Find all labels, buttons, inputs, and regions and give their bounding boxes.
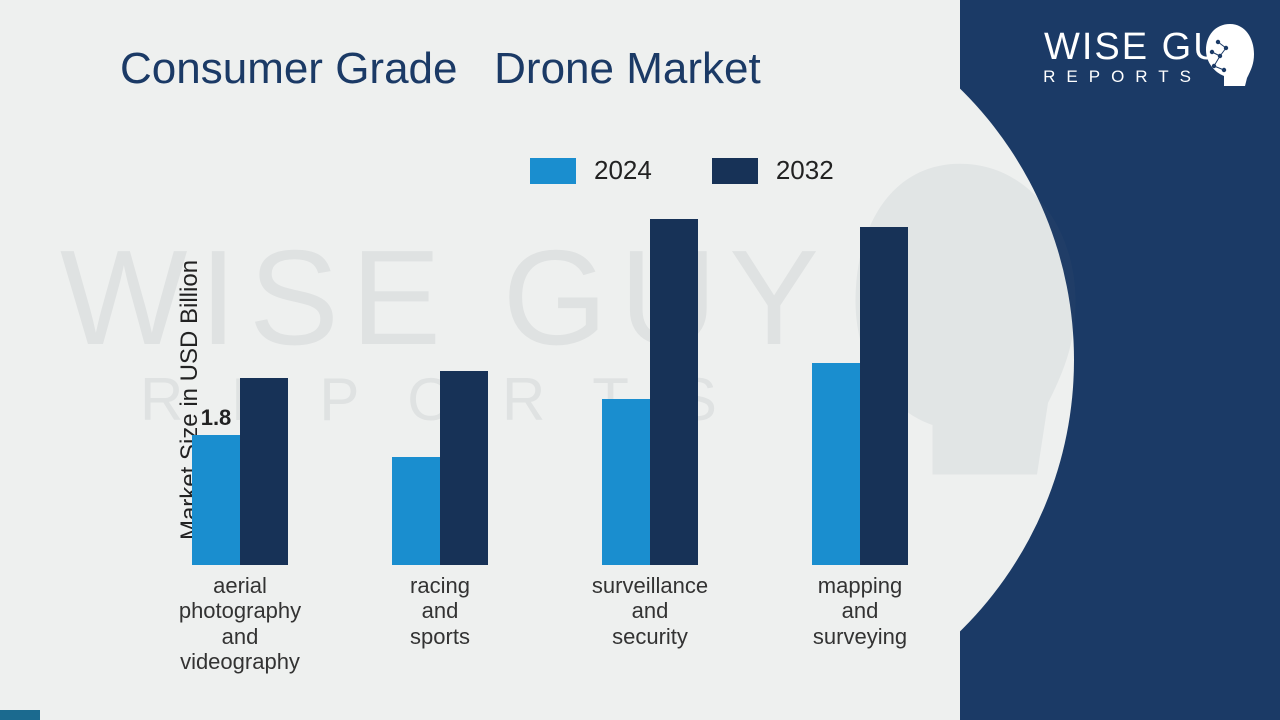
legend-item-2024: 2024: [530, 155, 652, 186]
brand-line2: REPORTS: [1043, 68, 1202, 85]
bar: [812, 363, 860, 565]
category-label: surveillanceandsecurity: [560, 573, 740, 649]
plot-area: 1.8: [130, 205, 950, 565]
bar-group: [602, 219, 698, 565]
page: WISE GUY REPORTS WISE GUY REPORTS Consum…: [0, 0, 1280, 720]
brand-logo: WISE GUY REPORTS: [1043, 28, 1250, 85]
bar: [860, 227, 908, 565]
legend-swatch-2024: [530, 158, 576, 184]
bar: [602, 399, 650, 565]
bar-group: [392, 371, 488, 565]
chart-title: Consumer Grade Drone Market: [120, 44, 761, 94]
category-label: mappingandsurveying: [770, 573, 950, 649]
chart-area: Market Size in USD Billion 2024 2032 1.8…: [70, 155, 950, 645]
category-label: aerialphotographyandvideography: [150, 573, 330, 674]
bar: [440, 371, 488, 565]
legend-swatch-2032: [712, 158, 758, 184]
legend-label-2024: 2024: [594, 155, 652, 186]
brand-head-icon: [1200, 22, 1256, 88]
bar-group: [192, 378, 288, 565]
bar: [650, 219, 698, 565]
category-label: racingandsports: [350, 573, 530, 649]
bar: [392, 457, 440, 565]
legend: 2024 2032: [530, 155, 834, 186]
bar-group: [812, 227, 908, 565]
bottom-accent-bar: [0, 710, 40, 720]
legend-label-2032: 2032: [776, 155, 834, 186]
legend-item-2032: 2032: [712, 155, 834, 186]
bar: [240, 378, 288, 565]
bar: [192, 435, 240, 565]
